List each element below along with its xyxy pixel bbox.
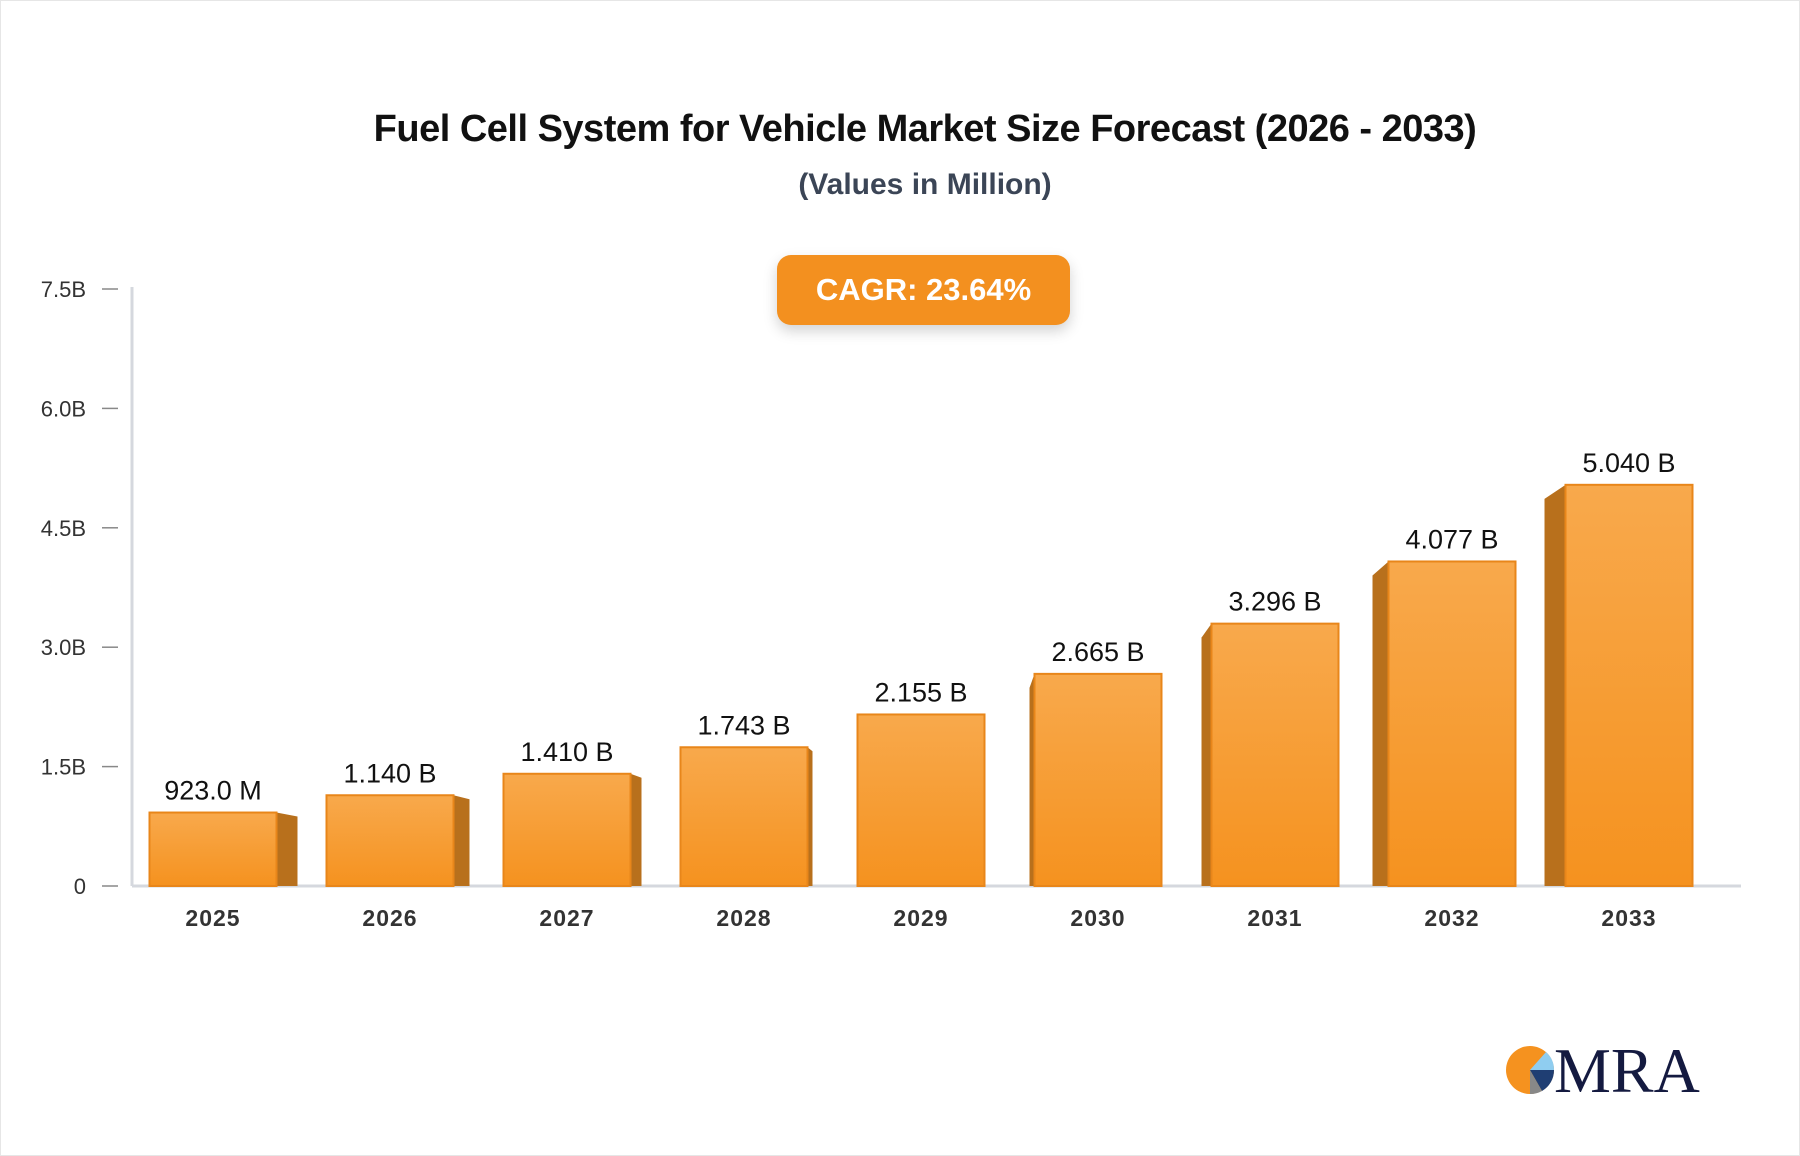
bar-2025 (148, 811, 278, 887)
data-label: 2.665 B (1051, 637, 1144, 667)
y-tick-label: 7.5B (41, 277, 86, 302)
y-tick-label: 6.0B (41, 396, 86, 421)
bar-2032 (1387, 560, 1517, 888)
bar-side (453, 795, 470, 886)
bar-2031 (1210, 622, 1340, 888)
x-tick-label: 2032 (1424, 905, 1479, 931)
x-tick-label: 2028 (716, 905, 771, 931)
data-label: 4.077 B (1405, 524, 1498, 554)
chart-title: Fuel Cell System for Vehicle Market Size… (373, 108, 1477, 150)
bar-2027 (502, 772, 632, 887)
bar-side (630, 773, 642, 886)
y-tick-label: 0 (74, 874, 86, 899)
x-tick-label: 2030 (1070, 905, 1125, 931)
data-label: 923.0 M (164, 776, 262, 806)
bar-2026 (325, 794, 455, 887)
data-label: 3.296 B (1228, 587, 1321, 617)
chart-subtitle: (Values in Million) (798, 168, 1052, 201)
bar-side (1372, 561, 1389, 886)
bar-2029 (856, 713, 986, 887)
bar-side (1544, 484, 1566, 886)
y-tick-label: 4.5B (41, 516, 86, 541)
data-label: 1.410 B (520, 737, 613, 767)
cagr-badge: CAGR: 23.64% (777, 255, 1070, 325)
data-label: 5.040 B (1582, 448, 1675, 478)
x-tick-label: 2025 (185, 905, 240, 931)
x-tick-label: 2026 (362, 905, 417, 931)
y-tick-label: 1.5B (41, 755, 86, 780)
x-tick-label: 2031 (1247, 905, 1302, 931)
bar-side (1201, 623, 1212, 886)
bar-side (807, 747, 813, 886)
x-tick-label: 2033 (1601, 905, 1656, 931)
bar-2028 (679, 746, 809, 887)
data-label: 1.140 B (343, 758, 436, 788)
y-tick-label: 3.0B (41, 635, 86, 660)
logo-text: MRA (1554, 1035, 1700, 1106)
bar-side (276, 812, 298, 886)
bar-side (1029, 673, 1035, 886)
x-tick-label: 2029 (893, 905, 948, 931)
x-tick-label: 2027 (539, 905, 594, 931)
bar-2033 (1564, 483, 1694, 887)
data-label: 2.155 B (874, 677, 967, 707)
data-label: 1.743 B (697, 710, 790, 740)
bar-2030 (1033, 672, 1163, 888)
